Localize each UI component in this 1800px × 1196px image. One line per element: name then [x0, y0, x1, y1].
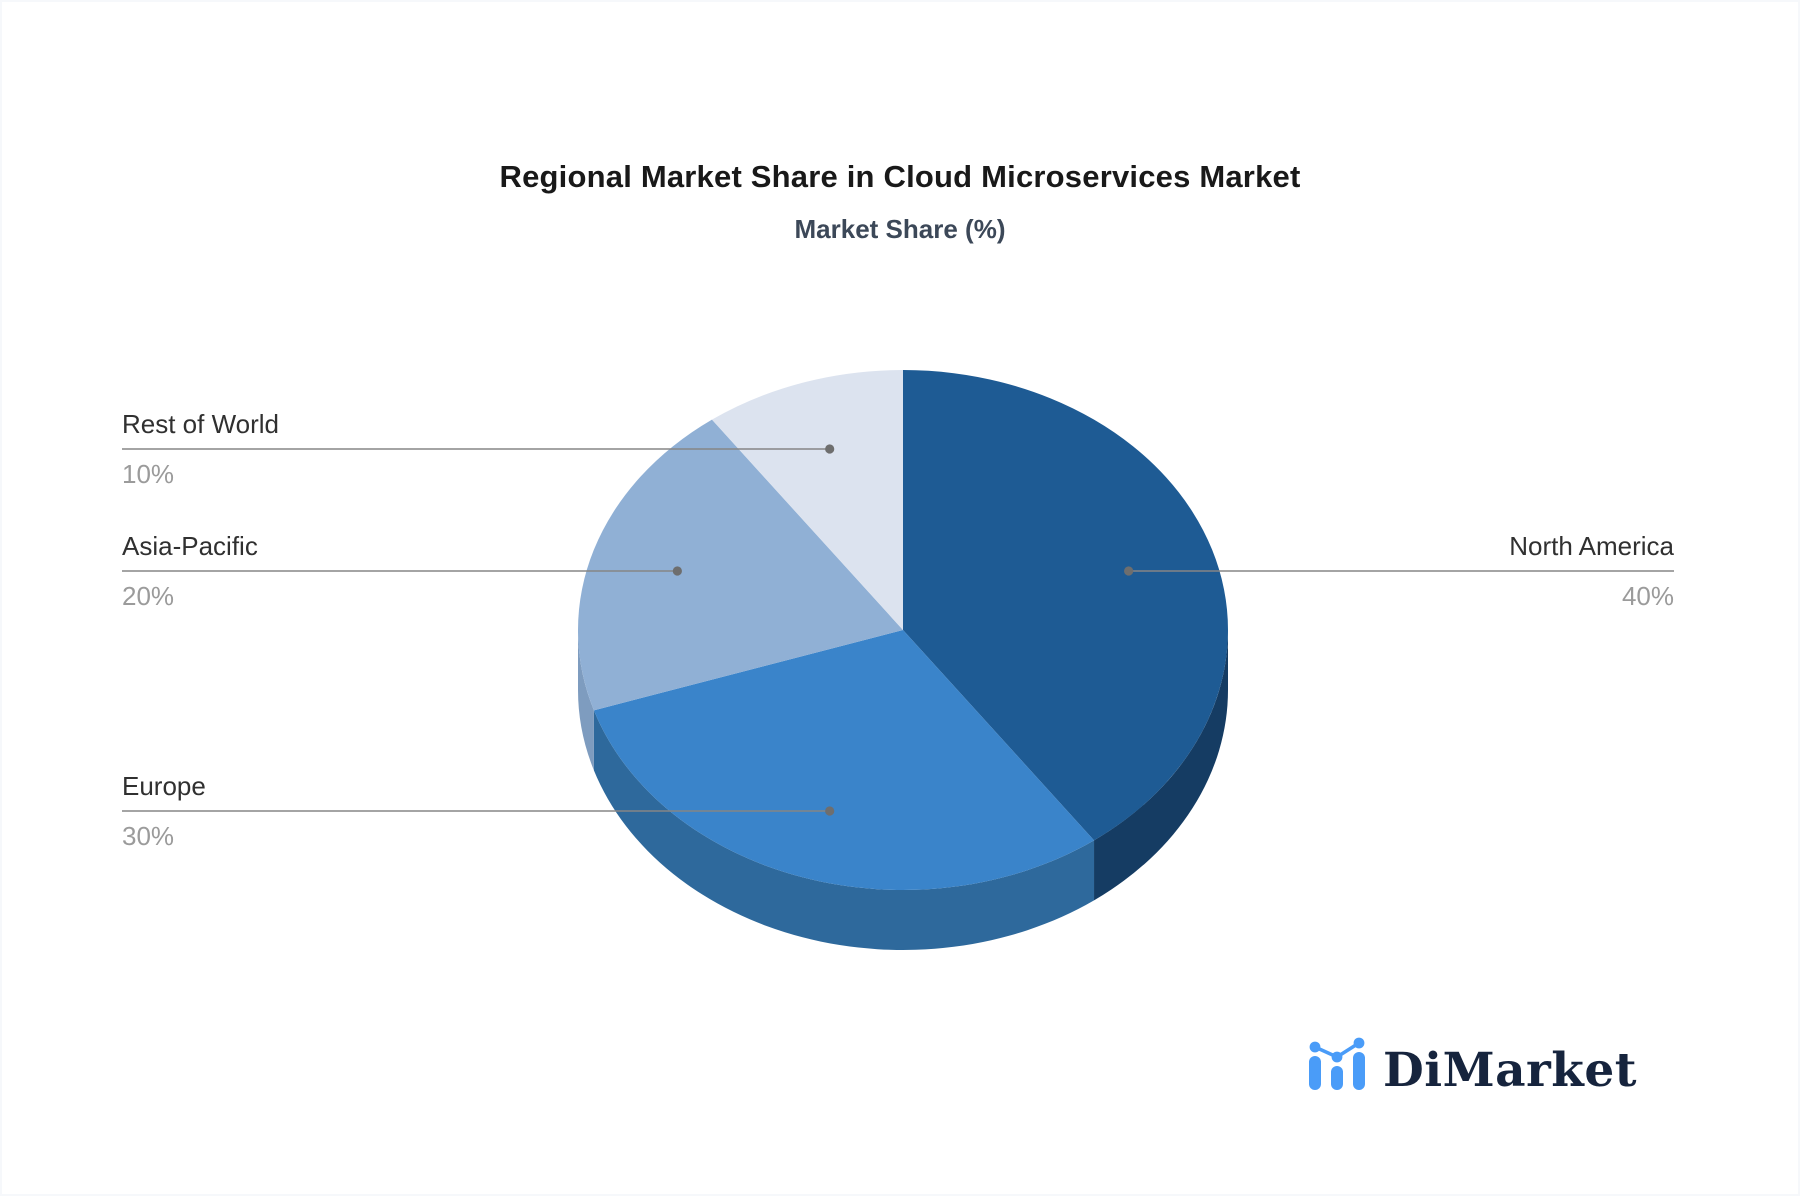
bar-line-chart-icon — [1308, 1037, 1365, 1090]
slice-label: North America — [1509, 531, 1674, 561]
dimarket-logo: DiMarket — [1305, 1036, 1637, 1098]
pie-slice-rest-of-world — [711, 370, 903, 630]
chart-title: Regional Market Share in Cloud Microserv… — [499, 158, 1301, 194]
pie-slice-north-america — [903, 370, 1228, 841]
pie-slice-side-europe — [593, 710, 1095, 950]
slice-percent: 10% — [122, 459, 175, 489]
pie-slice-europe — [593, 630, 1095, 890]
pie-slice-side-north-america — [1094, 630, 1228, 901]
slice-label: Asia-Pacific — [122, 531, 258, 561]
leader-dot — [825, 806, 835, 816]
leader-dot — [672, 566, 682, 576]
leader-dot — [825, 444, 835, 454]
slice-label: Europe — [122, 771, 206, 801]
slice-label: Rest of World — [122, 409, 280, 439]
slice-percent: 30% — [122, 821, 175, 851]
chart-subtitle: Market Share (%) — [794, 213, 1006, 244]
pie-slice-side-asia-pacific — [578, 630, 594, 771]
slice-percent: 20% — [122, 581, 175, 611]
logo-text: DiMarket — [1382, 1042, 1637, 1098]
leader-dot — [1124, 566, 1134, 576]
slice-percent: 40% — [1621, 581, 1674, 611]
pie-slice-asia-pacific — [577, 419, 903, 711]
